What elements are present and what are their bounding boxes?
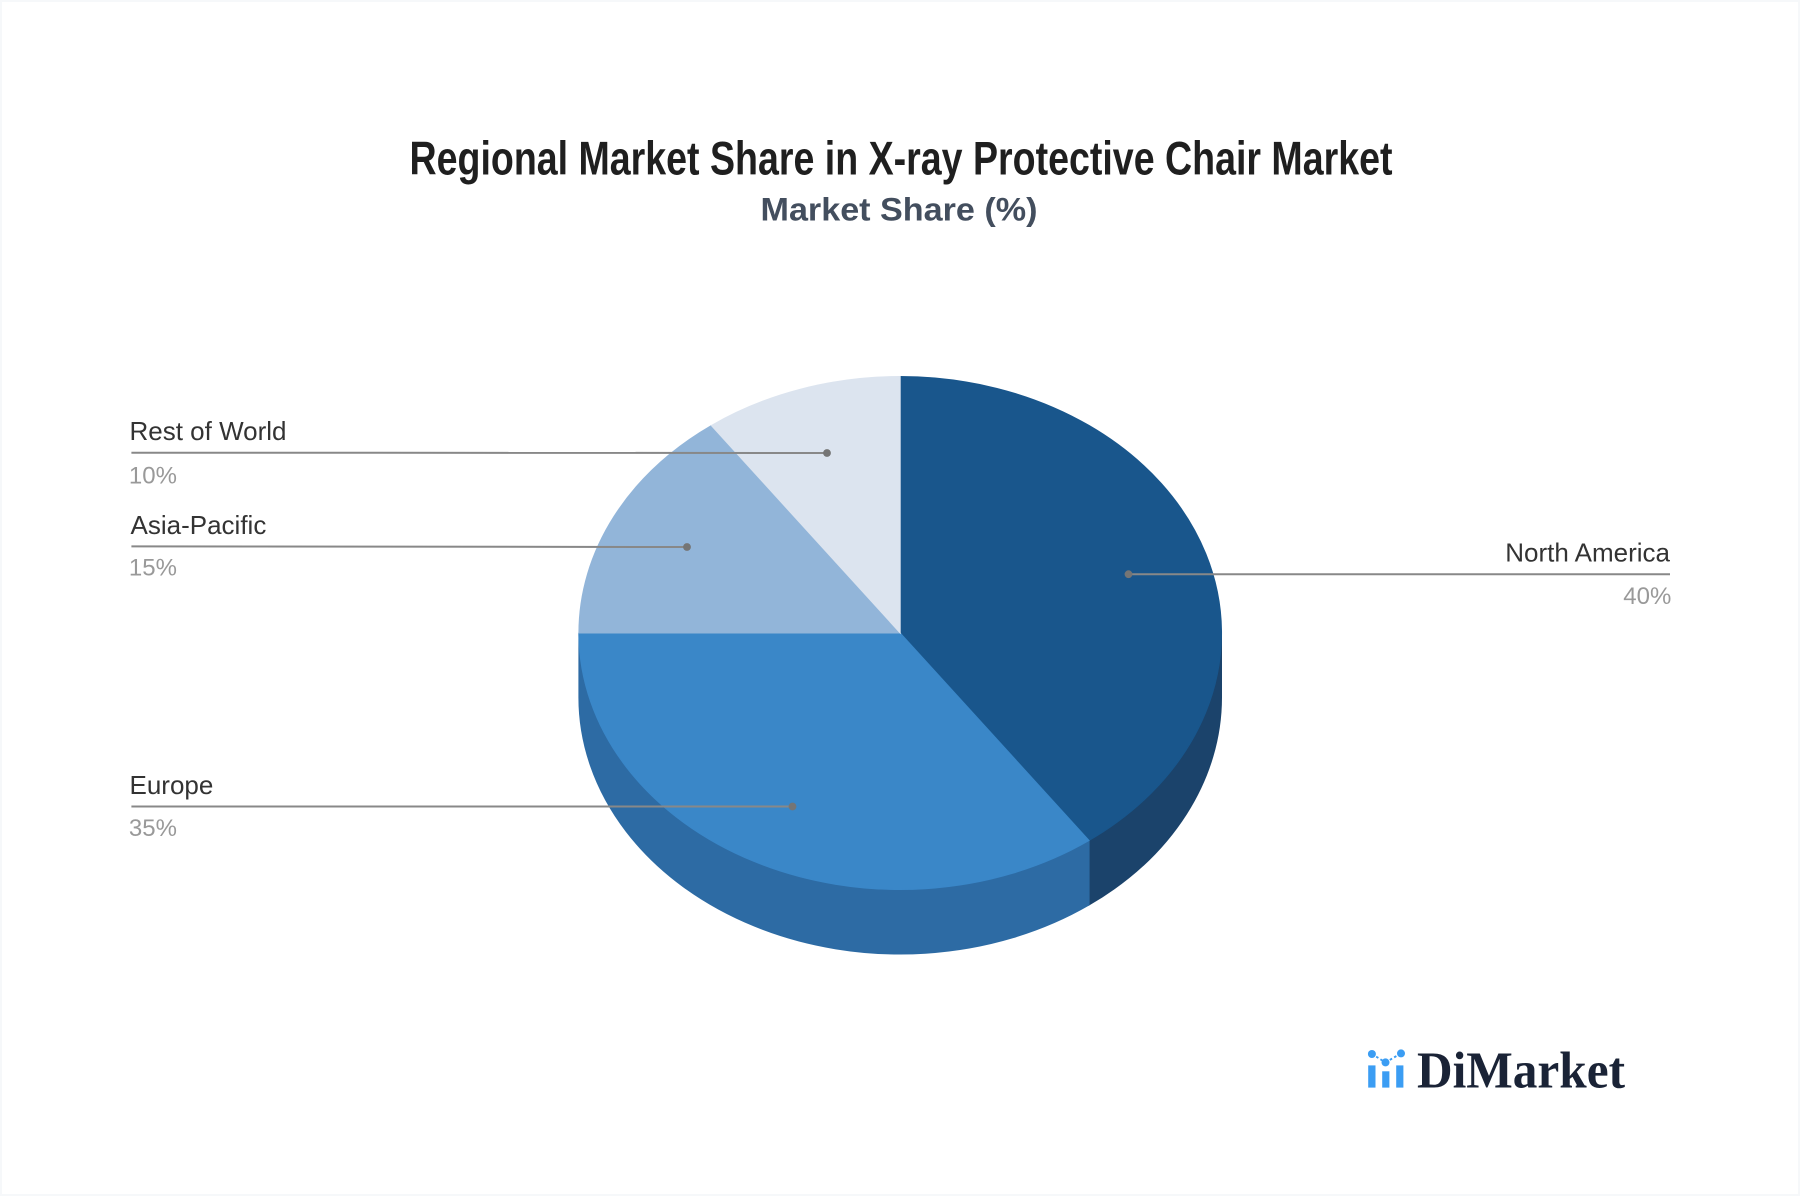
svg-text:35%: 35% — [129, 815, 177, 842]
svg-text:10%: 10% — [129, 462, 177, 489]
svg-text:Asia-Pacific: Asia-Pacific — [131, 510, 267, 540]
svg-text:Regional Market Share in X-ray: Regional Market Share in X-ray Protectiv… — [410, 133, 1393, 186]
svg-text:DiMarket: DiMarket — [1417, 1043, 1626, 1100]
svg-text:North America: North America — [1505, 537, 1670, 567]
svg-text:15%: 15% — [129, 554, 177, 581]
svg-text:Market Share (%): Market Share (%) — [761, 192, 1038, 228]
svg-text:40%: 40% — [1623, 583, 1671, 610]
svg-text:Europe: Europe — [130, 770, 214, 800]
svg-text:Rest of World: Rest of World — [130, 416, 287, 446]
